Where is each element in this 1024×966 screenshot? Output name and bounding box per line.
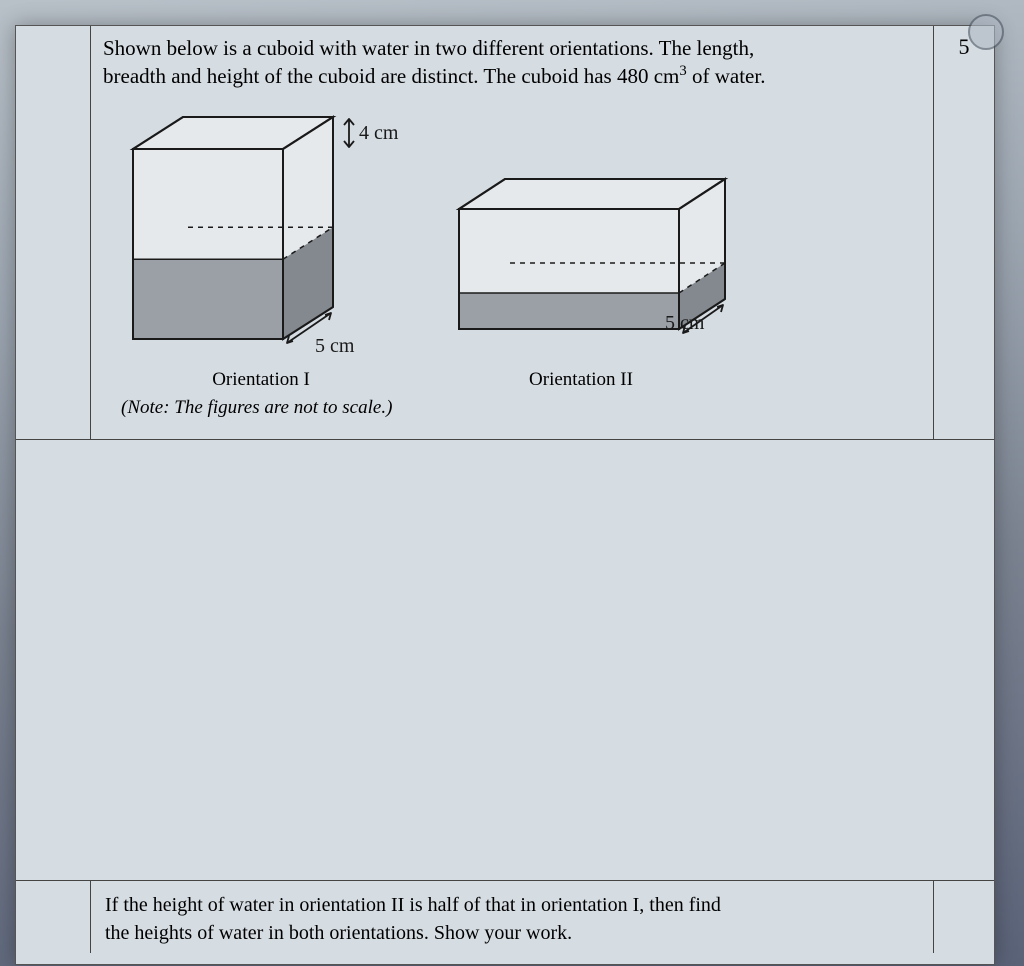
- figure-orientation-2: 5 cm Orientation II: [431, 167, 731, 391]
- caption-orientation-2: Orientation II: [529, 369, 633, 391]
- working-space: [16, 440, 994, 880]
- problem-line-1: Shown below is a cuboid with water in tw…: [103, 36, 754, 60]
- subquestion-line-2: the heights of water in both orientation…: [105, 922, 572, 944]
- caption-orientation-1: Orientation I: [212, 369, 310, 391]
- left-margin-col: [16, 26, 91, 439]
- problem-line-2b: of water.: [687, 64, 766, 88]
- exponent: 3: [679, 63, 686, 79]
- problem-content: Shown below is a cuboid with water in tw…: [91, 26, 934, 439]
- worksheet-page: Shown below is a cuboid with water in tw…: [15, 25, 995, 965]
- svg-text:5 cm: 5 cm: [315, 335, 355, 357]
- subquestion-text: If the height of water in orientation II…: [105, 891, 919, 947]
- scale-note: (Note: The figures are not to scale.): [121, 397, 921, 419]
- subquestion-row: If the height of water in orientation II…: [16, 880, 994, 953]
- marks-col: 5: [934, 26, 994, 439]
- corner-decoration: [968, 14, 1004, 50]
- problem-line-2a: breadth and height of the cuboid are dis…: [103, 64, 679, 88]
- figure-orientation-1: 5 cm 4 cm Orientation I: [121, 107, 401, 391]
- marks-value: 5: [959, 34, 970, 59]
- left-margin-col-2: [16, 881, 91, 953]
- problem-row: Shown below is a cuboid with water in tw…: [16, 26, 994, 440]
- subquestion-content: If the height of water in orientation II…: [91, 881, 934, 953]
- cuboid-2-svg: 5 cm: [431, 167, 731, 357]
- marks-col-2: [934, 881, 994, 953]
- figures-container: 5 cm 4 cm Orientation I 5 cm Orientation …: [121, 107, 921, 391]
- svg-text:5 cm: 5 cm: [665, 312, 705, 334]
- problem-statement: Shown below is a cuboid with water in tw…: [103, 34, 921, 91]
- svg-text:4 cm: 4 cm: [359, 122, 399, 144]
- subquestion-line-1: If the height of water in orientation II…: [105, 894, 721, 916]
- cuboid-1-svg: 5 cm 4 cm: [121, 107, 401, 357]
